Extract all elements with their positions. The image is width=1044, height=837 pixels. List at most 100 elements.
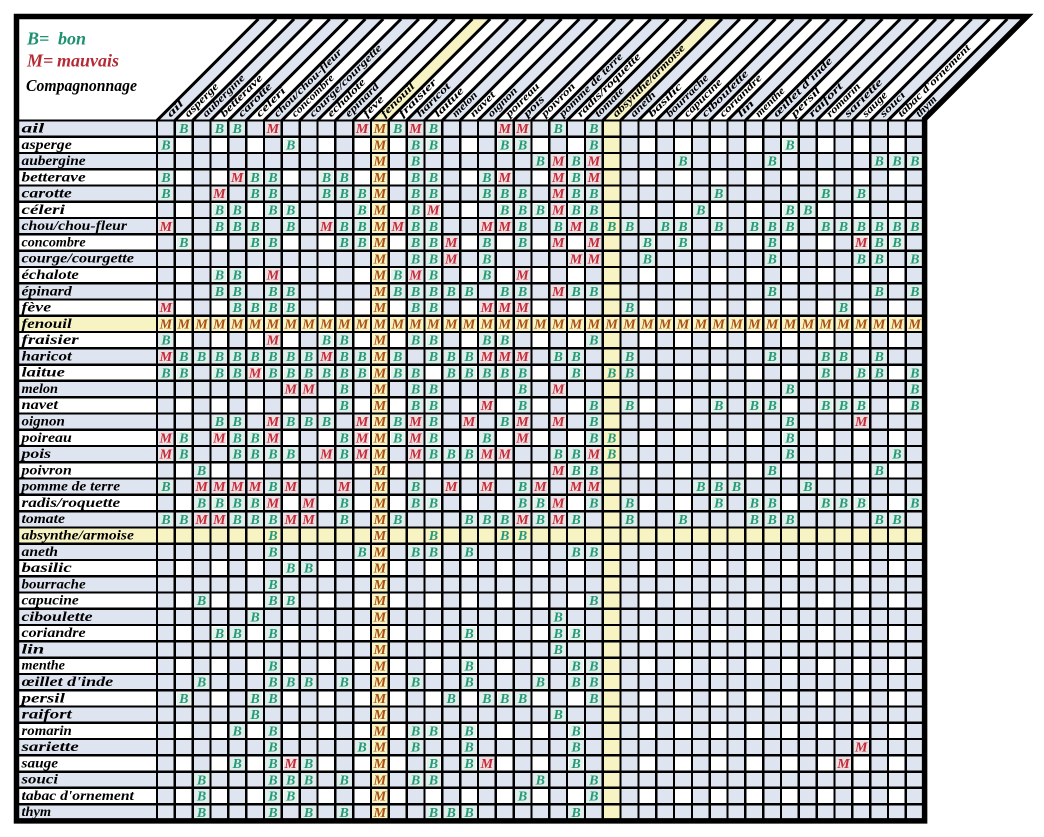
svg-text:M: M [355, 431, 369, 446]
svg-text:B: B [517, 187, 527, 202]
svg-text:M: M [248, 366, 262, 381]
svg-text:M: M [373, 529, 387, 544]
svg-text:B: B [214, 220, 224, 235]
svg-text:B: B [463, 350, 473, 365]
svg-text:M: M [551, 236, 565, 251]
svg-text:B: B [249, 448, 259, 463]
svg-text:M: M [551, 203, 565, 218]
svg-text:B: B [784, 203, 794, 218]
svg-text:B: B [784, 415, 794, 430]
svg-text:B: B [838, 497, 848, 512]
svg-text:B: B [552, 220, 562, 235]
svg-text:B: B [624, 301, 634, 316]
svg-text:B: B [588, 659, 598, 674]
svg-text:B: B [873, 236, 883, 251]
svg-text:B: B [285, 220, 295, 235]
svg-text:B: B [267, 529, 277, 544]
svg-text:B: B [410, 480, 420, 495]
svg-text:M: M [854, 317, 868, 332]
svg-text:asperge: asperge [22, 138, 72, 153]
svg-text:B: B [481, 513, 491, 528]
svg-text:B: B [659, 220, 669, 235]
svg-text:radis/roquette: radis/roquette [22, 496, 121, 511]
svg-text:B: B [410, 138, 420, 153]
svg-text:M: M [622, 317, 636, 332]
svg-text:M: M [551, 317, 565, 332]
svg-text:sauge: sauge [20, 756, 58, 771]
svg-text:B: B [463, 757, 473, 772]
svg-text:B: B [784, 431, 794, 446]
svg-text:B: B [160, 187, 170, 202]
svg-text:lin: lin [22, 642, 45, 657]
svg-text:B: B [909, 155, 919, 170]
svg-text:pois: pois [20, 447, 52, 462]
svg-text:B: B [410, 676, 420, 691]
svg-text:M: M [373, 334, 387, 349]
svg-text:B: B [588, 334, 598, 349]
svg-text:M: M [266, 334, 280, 349]
svg-text:M: M [551, 187, 565, 202]
svg-text:B: B [267, 773, 277, 788]
svg-text:B: B [446, 448, 456, 463]
svg-text:M: M [462, 317, 476, 332]
svg-text:B: B [624, 513, 634, 528]
svg-text:B: B [321, 171, 331, 186]
svg-text:B: B [410, 545, 420, 560]
svg-text:B: B [463, 448, 473, 463]
svg-text:M: M [373, 448, 387, 463]
svg-text:M: M [373, 122, 387, 137]
svg-text:B: B [891, 155, 901, 170]
svg-text:B: B [517, 285, 527, 300]
svg-text:B: B [463, 366, 473, 381]
svg-text:M: M [480, 448, 494, 463]
svg-text:B: B [677, 155, 687, 170]
svg-text:M: M [818, 317, 832, 332]
svg-text:B: B [249, 431, 259, 446]
svg-text:M: M [373, 399, 387, 414]
svg-text:B: B [766, 350, 776, 365]
svg-text:M: M [373, 741, 387, 756]
svg-text:M: M [729, 317, 743, 332]
svg-text:B: B [428, 220, 438, 235]
svg-text:B: B [588, 122, 598, 137]
svg-text:B: B [267, 350, 277, 365]
svg-text:mauvais: mauvais [57, 51, 119, 71]
svg-text:B: B [267, 757, 277, 772]
svg-text:M: M [373, 513, 387, 528]
svg-text:B: B [410, 366, 420, 381]
svg-text:B: B [766, 220, 776, 235]
svg-text:B: B [160, 334, 170, 349]
svg-text:M: M [497, 301, 511, 316]
svg-text:B: B [446, 806, 456, 821]
svg-text:M: M [194, 480, 208, 495]
svg-text:B: B [909, 285, 919, 300]
svg-text:B: B [392, 350, 402, 365]
svg-text:B: B [570, 366, 580, 381]
svg-text:M: M [373, 187, 387, 202]
svg-text:B: B [820, 187, 830, 202]
svg-text:M: M [694, 317, 708, 332]
svg-text:B: B [214, 497, 224, 512]
svg-text:B: B [410, 301, 420, 316]
svg-text:B: B [339, 773, 349, 788]
svg-text:B=: B= [26, 29, 49, 49]
svg-text:B: B [232, 513, 242, 528]
svg-text:M: M [159, 301, 173, 316]
svg-text:B: B [285, 138, 295, 153]
svg-text:B: B [481, 252, 491, 267]
svg-text:B: B [303, 415, 313, 430]
svg-text:B: B [249, 187, 259, 202]
svg-text:B: B [766, 285, 776, 300]
svg-text:B: B [570, 187, 580, 202]
svg-text:M: M [854, 741, 868, 756]
svg-text:M: M [159, 431, 173, 446]
svg-text:B: B [588, 594, 598, 609]
svg-text:M: M [480, 317, 494, 332]
svg-text:B: B [481, 269, 491, 284]
svg-text:M: M [408, 122, 422, 137]
svg-text:B: B [570, 171, 580, 186]
svg-text:M: M [337, 317, 351, 332]
svg-text:B: B [249, 350, 259, 365]
svg-text:B: B [517, 366, 527, 381]
svg-text:B: B [392, 431, 402, 446]
